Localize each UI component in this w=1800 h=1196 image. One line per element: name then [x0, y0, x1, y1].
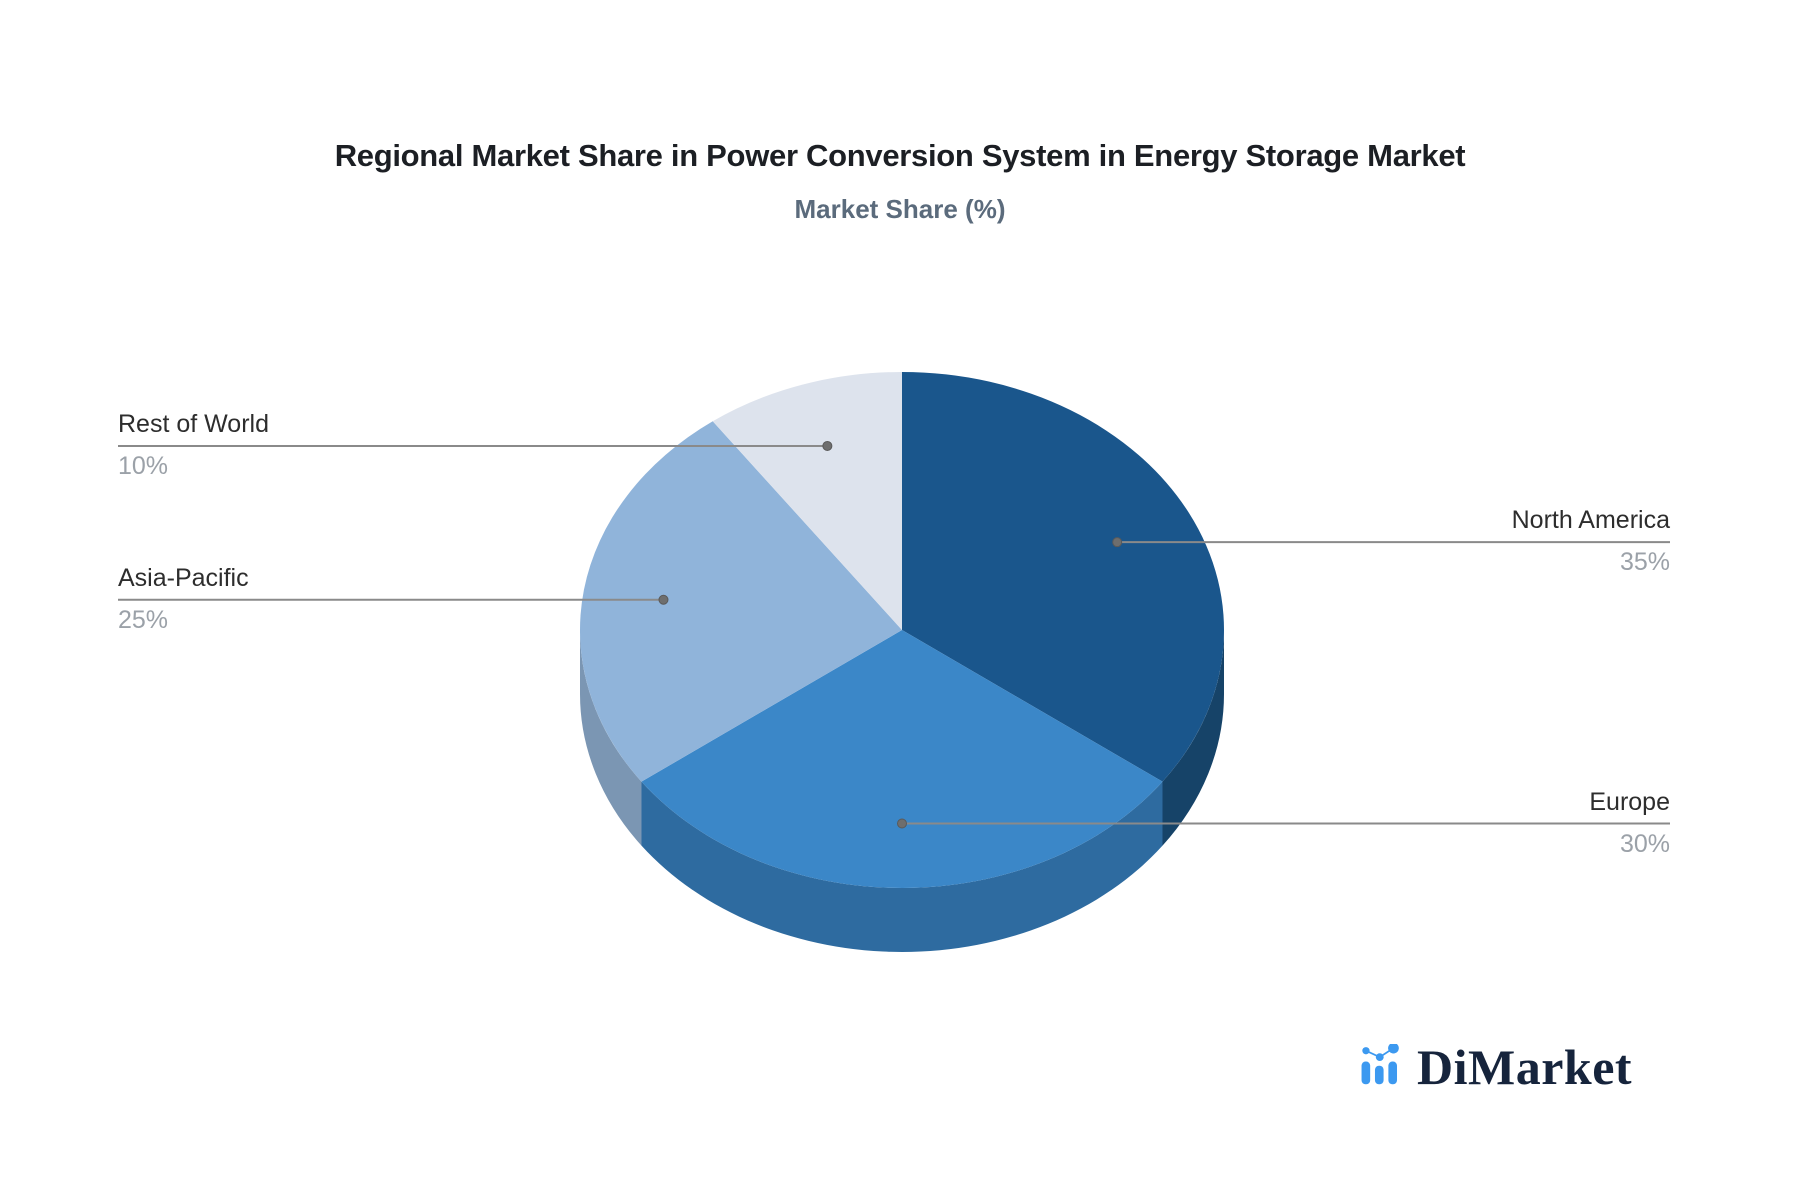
pie-slice-side-europe	[641, 781, 1163, 952]
slice-value: 35%	[1619, 548, 1670, 577]
slice-value: 30%	[1619, 829, 1670, 858]
chart-title: Regional Market Share in Power Conversio…	[334, 138, 1466, 173]
leader-dot-north-america	[1112, 537, 1123, 548]
slice-label-north-america: North America 35%	[1050, 504, 1670, 578]
slice-label-europe: Europe 30%	[1050, 786, 1670, 860]
leader-dot-rest-of-world	[822, 440, 833, 451]
slice-label-rest-of-world: Rest of World 10%	[118, 408, 738, 482]
slice-value: 25%	[118, 605, 169, 634]
pie-slice-asia-pacific	[580, 421, 902, 782]
pie-slice-side-asia-pacific	[580, 630, 642, 846]
leader-lines	[118, 440, 1670, 829]
pie-depth-sides	[580, 630, 1224, 952]
leader-dot-asia-pacific	[658, 594, 669, 605]
slice-name: Europe	[1589, 787, 1670, 816]
brand-logo: DiMarket	[1358, 1038, 1632, 1096]
chart-subtitle: Market Share (%)	[794, 194, 1006, 224]
pie-slice-north-america	[902, 372, 1224, 782]
slice-value: 10%	[118, 451, 169, 480]
brand-name: DiMarket	[1417, 1039, 1633, 1095]
slice-name: Asia-Pacific	[118, 563, 249, 592]
slice-name: North America	[1511, 506, 1670, 535]
leader-dot-europe	[897, 818, 907, 829]
pie-slice-rest-of-world	[712, 372, 902, 630]
bar-line-chart-icon	[1361, 1044, 1399, 1085]
slice-name: Rest of World	[118, 409, 269, 438]
slice-label-asia-pacific: Asia-Pacific 25%	[118, 562, 738, 636]
pie-slice-side-north-america	[1162, 630, 1224, 846]
